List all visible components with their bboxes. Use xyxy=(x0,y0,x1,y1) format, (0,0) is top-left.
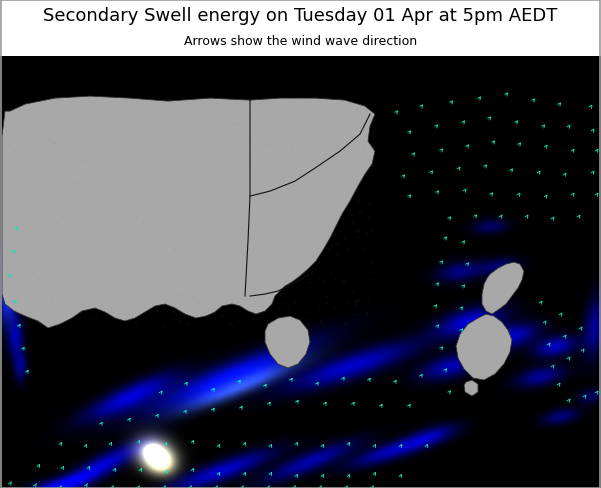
Text: Secondary Swell energy on Tuesday 01 Apr at 5pm AEDT: Secondary Swell energy on Tuesday 01 Apr… xyxy=(43,7,558,25)
Polygon shape xyxy=(456,314,512,380)
Polygon shape xyxy=(265,316,310,368)
Polygon shape xyxy=(482,262,524,314)
Text: Arrows show the wind wave direction: Arrows show the wind wave direction xyxy=(184,35,417,48)
Polygon shape xyxy=(464,380,478,396)
Polygon shape xyxy=(2,96,375,328)
